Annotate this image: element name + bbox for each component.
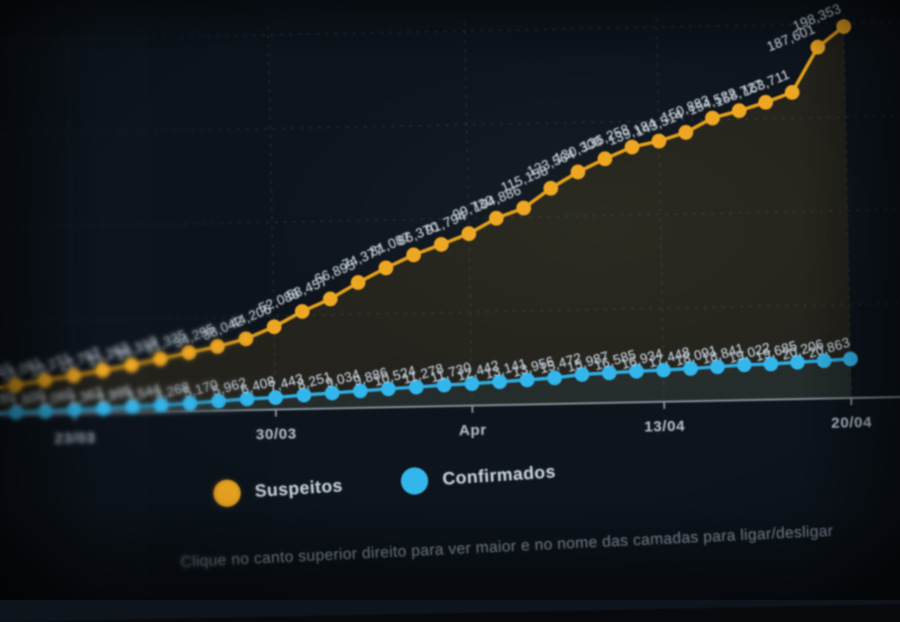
line-chart-svg[interactable]: 23/0330/03Apr13/0420/0411,39513,54915,86… [0,0,900,481]
suspeitos-dot-icon [213,479,242,508]
x-tick-label: Apr [459,422,487,440]
x-tick-label: 13/04 [644,418,685,436]
usage-hint-text: Clique no canto superior direito para ve… [180,517,900,572]
x-tick-label: 20/04 [831,414,872,432]
legend-label-suspeitos: Suspeitos [254,475,343,502]
confirmados-dot-icon [400,466,429,495]
legend-item-suspeitos[interactable]: Suspeitos [213,472,344,508]
legend-label-confirmados: Confirmados [442,461,557,490]
dashboard-screen: 23/0330/03Apr13/0420/0411,39513,54915,86… [0,0,900,600]
covid-line-chart[interactable]: 23/0330/03Apr13/0420/0411,39513,54915,86… [0,0,900,481]
h-gridline [0,22,900,41]
x-tick-label: 30/03 [256,425,297,443]
x-tick-label: 23/03 [54,429,95,447]
suspeitos-point-label: 198,353 [791,1,844,34]
